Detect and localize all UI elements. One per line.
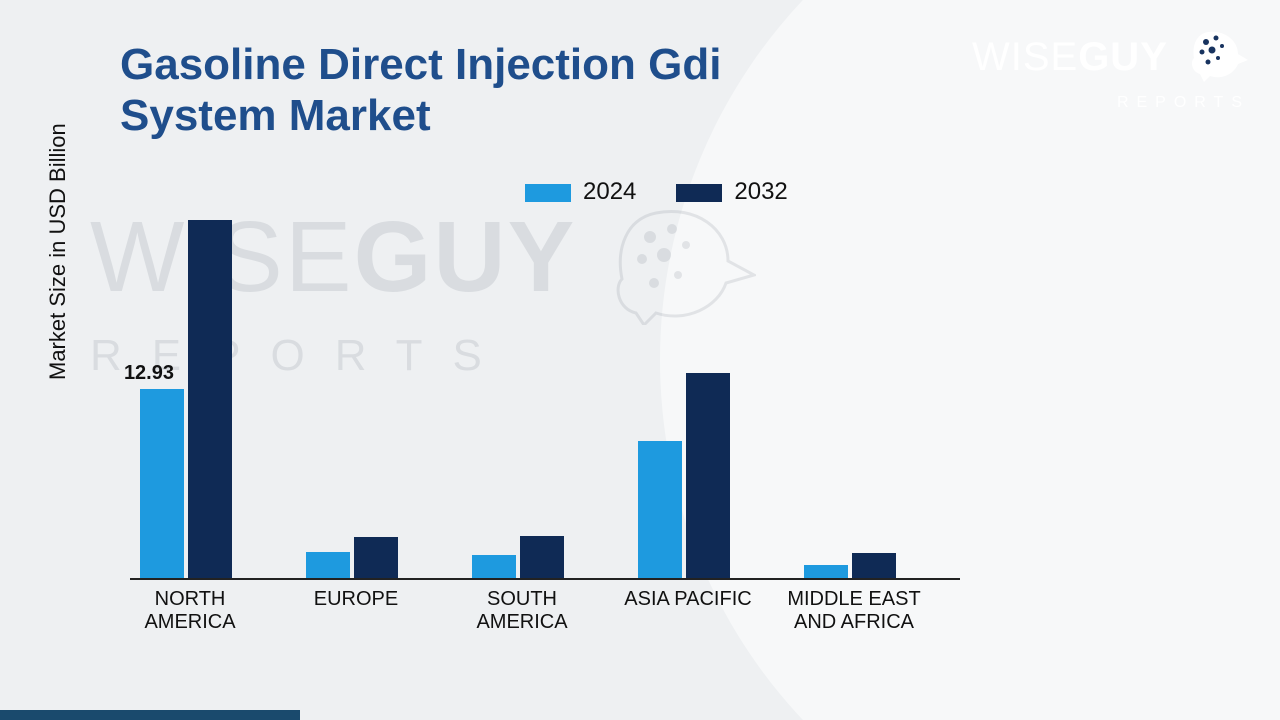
bar-2024 (638, 441, 682, 578)
category-label: EUROPE (281, 588, 431, 611)
chart-title: Gasoline Direct Injection Gdi System Mar… (120, 40, 840, 141)
bar-2032 (852, 553, 896, 578)
brand-logo: WISEGUY REPORTS (972, 28, 1250, 111)
category-label: ASIA PACIFIC (613, 588, 763, 611)
bar-2024 (140, 389, 184, 578)
bar-2032 (520, 536, 564, 578)
category-label: NORTH AMERICA (115, 588, 265, 634)
brand-line1a: WISE (972, 35, 1078, 79)
page: WISEGUY REPORTS Gasoline Direct Injectio… (0, 0, 1280, 720)
bar-value-label: 12.93 (74, 362, 174, 385)
bar-2032 (188, 220, 232, 578)
y-axis-label: Market Size in USD Billion (45, 123, 71, 380)
brand-line1b: GUY (1078, 35, 1168, 79)
plot-area: 12.93 (130, 200, 960, 580)
bottom-accent (0, 710, 300, 720)
bar-2024 (804, 565, 848, 578)
bar-2024 (306, 552, 350, 578)
legend-swatch-2032 (676, 184, 722, 202)
brand-line1: WISEGUY (972, 28, 1250, 91)
bar-2032 (686, 373, 730, 578)
chart: Market Size in USD Billion 2024 2032 12.… (55, 180, 975, 680)
category-label: SOUTH AMERICA (447, 588, 597, 634)
category-label: MIDDLE EAST AND AFRICA (779, 588, 929, 634)
brand-head-icon (1188, 28, 1250, 91)
legend-swatch-2024 (525, 184, 571, 202)
bar-2024 (472, 555, 516, 578)
bar-2032 (354, 537, 398, 578)
brand-line2: REPORTS (972, 95, 1250, 111)
